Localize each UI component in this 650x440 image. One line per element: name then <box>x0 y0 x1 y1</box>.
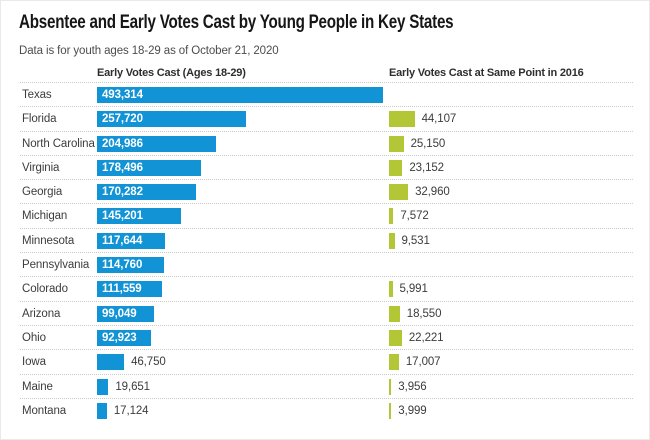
state-label: North Carolina <box>22 137 95 150</box>
value-2020-inside: 111,559 <box>102 283 142 296</box>
value-2020-inside: 117,644 <box>102 234 143 247</box>
value-2016: 23,152 <box>409 161 444 174</box>
chart-row: Arizona 99,049 18,550 <box>20 300 633 325</box>
state-label: Arizona <box>22 307 61 320</box>
bar-votes-2016 <box>389 402 392 419</box>
value-2016: 5,991 <box>399 283 428 296</box>
value-2016: 32,960 <box>415 186 450 199</box>
chart-rows: Texas 493,314 Florida 257,720 44,107 Nor… <box>20 82 633 422</box>
bar-votes-2020 <box>97 402 107 419</box>
bar-votes-2020: 493,314 <box>97 87 383 103</box>
bar-votes-2016 <box>389 329 402 346</box>
chart-row: Colorado 111,559 5,991 <box>20 276 633 300</box>
value-2020-outside: 17,124 <box>113 404 149 417</box>
value-2020-inside: 204,986 <box>102 137 143 150</box>
bar-votes-2020: 99,049 <box>97 305 155 322</box>
state-label: Ohio <box>22 331 46 344</box>
value-2020-outside: 19,651 <box>115 380 150 393</box>
bar-votes-2020: 170,282 <box>97 184 196 201</box>
chart-row: Virginia 178,496 23,152 <box>20 154 633 179</box>
state-label: Georgia <box>22 186 63 199</box>
bar-votes-2020: 178,496 <box>97 159 201 176</box>
chart-row: Montana 17,124 3,999 <box>20 397 633 422</box>
chart-row: Iowa 46,750 17,007 <box>20 349 633 373</box>
value-2020-inside: 170,282 <box>102 186 143 199</box>
value-2020-inside: 92,923 <box>102 331 137 344</box>
state-label: Texas <box>22 89 52 101</box>
state-label: Montana <box>22 404 67 417</box>
bar-votes-2020: 114,760 <box>97 257 164 274</box>
state-label: Florida <box>22 113 57 126</box>
value-2016: 18,550 <box>406 307 442 320</box>
bar-votes-2016 <box>389 305 400 322</box>
value-2020-inside: 178,496 <box>102 161 143 174</box>
bar-votes-2020: 257,720 <box>97 111 247 128</box>
value-2016: 3,956 <box>398 380 427 393</box>
state-label: Pennsylvania <box>22 259 90 272</box>
value-2020-inside: 493,314 <box>102 89 143 101</box>
state-label: Iowa <box>22 356 46 369</box>
column-header-2016: Early Votes Cast at Same Point in 2016 <box>389 67 584 79</box>
bar-votes-2020: 111,559 <box>97 281 162 298</box>
value-2016: 44,107 <box>421 113 457 126</box>
state-label: Virginia <box>22 161 60 174</box>
bar-votes-2020: 92,923 <box>97 329 151 346</box>
value-2016: 17,007 <box>405 356 441 369</box>
state-label: Michigan <box>22 210 68 223</box>
chart-row: Texas 493,314 <box>20 82 633 106</box>
chart-row: Ohio 92,923 22,221 <box>20 324 633 349</box>
chart-title: Absentee and Early Votes Cast by Young P… <box>19 12 454 33</box>
value-2016: 7,572 <box>400 210 429 223</box>
bar-votes-2020 <box>97 354 125 371</box>
value-2020-outside: 46,750 <box>131 356 166 369</box>
bar-votes-2016 <box>389 354 399 371</box>
chart-row: Michigan 145,201 7,572 <box>20 203 633 227</box>
chart-row: Pennsylvania 114,760 <box>20 252 633 276</box>
value-2016: 3,999 <box>398 404 427 417</box>
bar-votes-2016 <box>389 208 394 225</box>
value-2016: 22,221 <box>408 331 444 344</box>
chart-row: Minnesota 117,644 9,531 <box>20 227 633 252</box>
state-label: Minnesota <box>22 234 75 247</box>
bar-votes-2016 <box>389 135 404 152</box>
value-2020-inside: 257,720 <box>102 113 143 126</box>
value-2020-inside: 145,201 <box>102 210 143 223</box>
value-2016: 25,150 <box>410 137 446 150</box>
value-2020-inside: 99,049 <box>102 307 137 320</box>
bar-votes-2016 <box>389 232 395 249</box>
value-2020-inside: 114,760 <box>102 259 143 272</box>
chart-row: Maine 19,651 3,956 <box>20 373 633 398</box>
state-label: Maine <box>22 380 53 393</box>
bar-votes-2020: 204,986 <box>97 135 216 152</box>
bar-votes-2016 <box>389 281 393 298</box>
chart-row: North Carolina 204,986 25,150 <box>20 130 633 155</box>
chart-subtitle: Data is for youth ages 18-29 as of Octob… <box>19 45 279 57</box>
bar-votes-2016 <box>389 378 392 395</box>
bar-votes-2020: 145,201 <box>97 208 182 225</box>
bar-votes-2020 <box>97 378 109 395</box>
chart-row: Georgia 170,282 32,960 <box>20 179 633 203</box>
bar-votes-2016 <box>389 111 415 128</box>
bar-votes-2016 <box>389 184 409 201</box>
bar-votes-2016 <box>389 159 403 176</box>
column-header-2020: Early Votes Cast (Ages 18-29) <box>97 67 246 79</box>
state-label: Colorado <box>22 283 68 296</box>
chart-row: Florida 257,720 44,107 <box>20 106 633 130</box>
value-2016: 9,531 <box>401 234 430 247</box>
bar-votes-2020: 117,644 <box>97 232 166 249</box>
